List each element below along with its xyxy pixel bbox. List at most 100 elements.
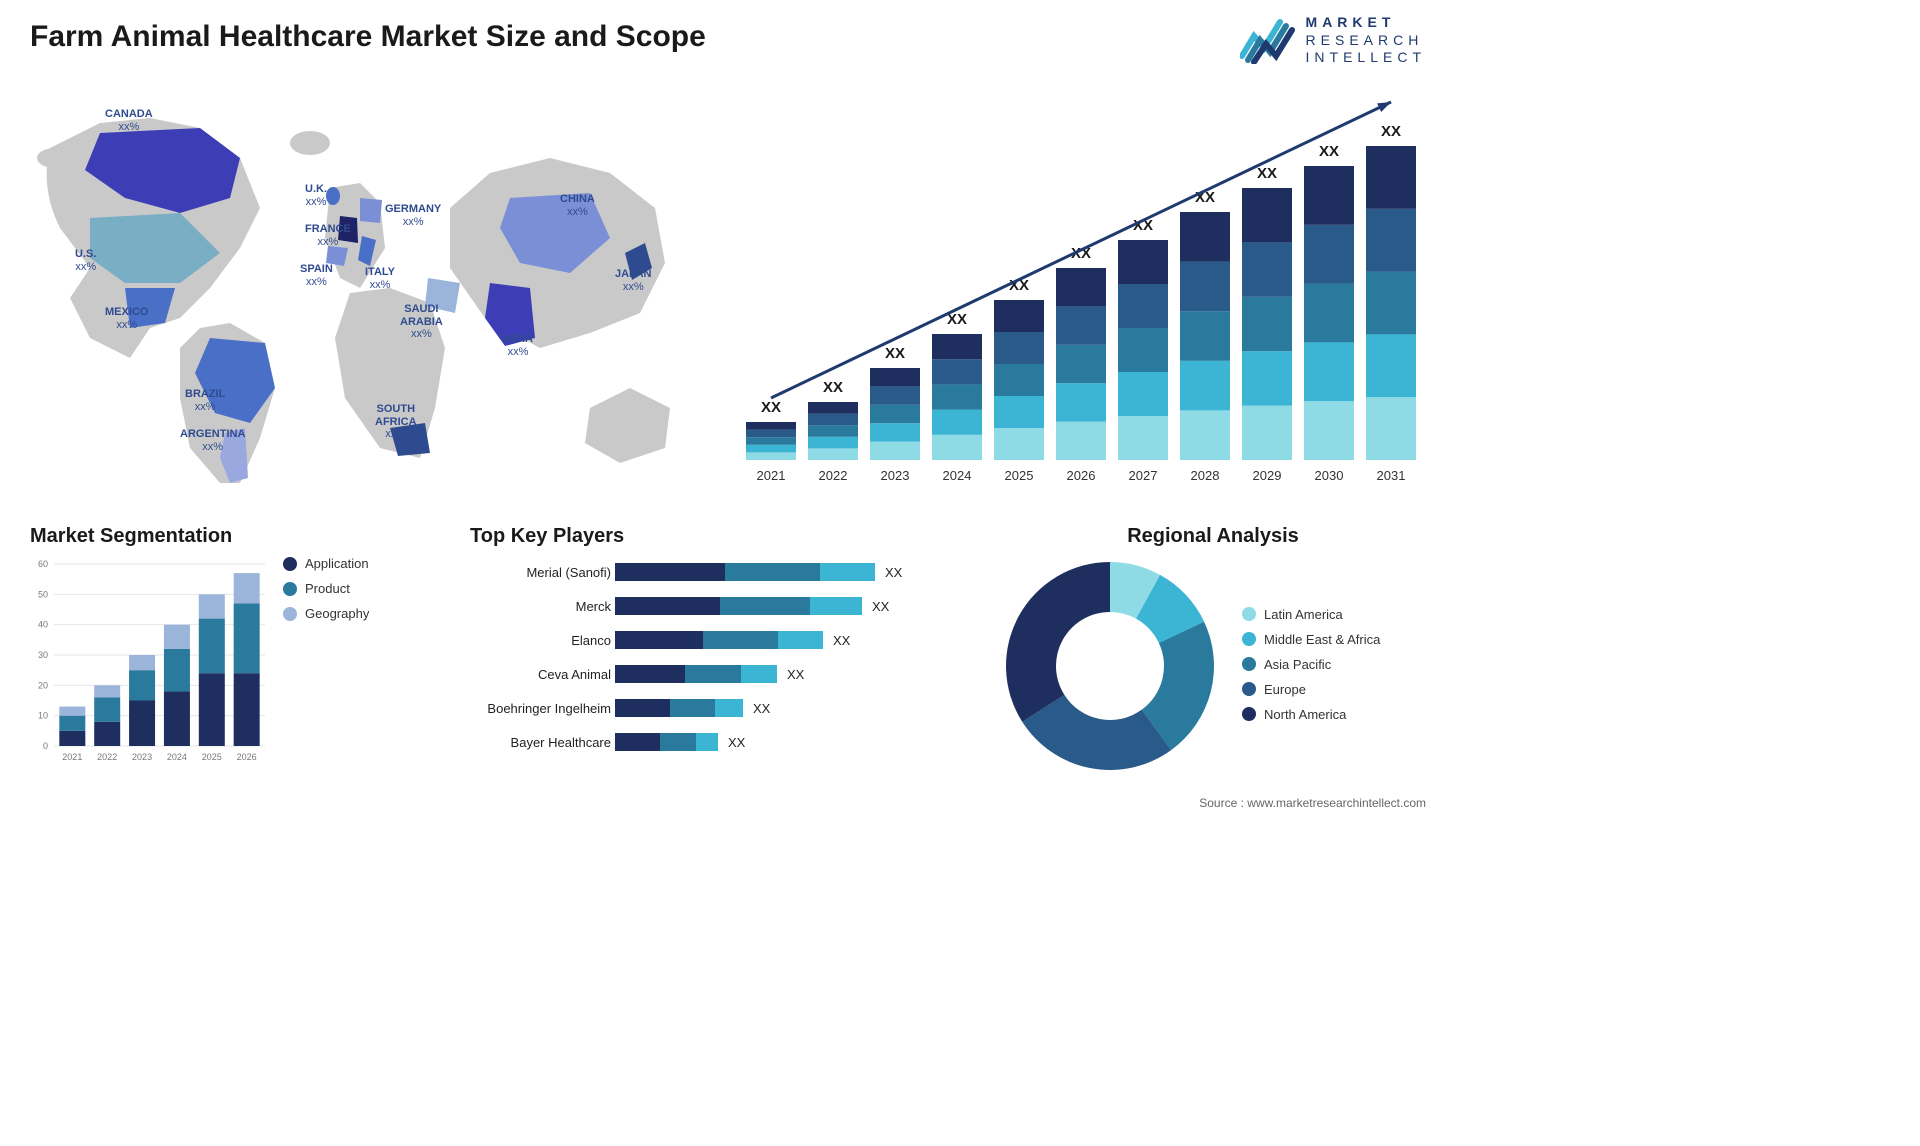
player-name: Elanco	[470, 633, 615, 648]
player-name: Merck	[470, 599, 615, 614]
map-label: INDIAxx%	[503, 333, 533, 358]
svg-text:XX: XX	[761, 399, 781, 416]
svg-text:30: 30	[38, 650, 48, 660]
brand-logo: MARKET RESEARCH INTELLECT	[1240, 14, 1426, 67]
player-bar: XX	[615, 733, 980, 751]
segmentation-panel: Market Segmentation 01020304050602021202…	[30, 525, 440, 785]
legend-item: Latin America	[1242, 607, 1380, 622]
legend-label: Latin America	[1264, 607, 1343, 622]
regional-panel: Regional Analysis Latin AmericaMiddle Ea…	[1000, 525, 1426, 785]
legend-item: Asia Pacific	[1242, 657, 1380, 672]
player-name: Merial (Sanofi)	[470, 565, 615, 580]
svg-text:0: 0	[43, 741, 48, 751]
svg-text:2026: 2026	[237, 752, 257, 762]
player-bar-segment	[720, 597, 810, 615]
player-row: Bayer Healthcare XX	[470, 728, 980, 756]
player-value: XX	[787, 667, 804, 682]
segmentation-legend: Application Product Geography	[283, 556, 369, 766]
svg-text:2030: 2030	[1315, 468, 1344, 483]
player-bar: XX	[615, 563, 980, 581]
player-bar: XX	[615, 631, 980, 649]
players-title: Top Key Players	[470, 525, 980, 548]
svg-text:2024: 2024	[167, 752, 187, 762]
player-bar-segment	[685, 665, 741, 683]
map-label: CANADAxx%	[105, 108, 153, 133]
legend-item: Geography	[283, 606, 369, 621]
player-name: Ceva Animal	[470, 667, 615, 682]
player-bar-segment	[660, 733, 696, 751]
map-label: GERMANYxx%	[385, 203, 441, 228]
player-bar-segment	[810, 597, 862, 615]
legend-swatch-icon	[1242, 657, 1256, 671]
svg-text:2025: 2025	[202, 752, 222, 762]
player-bar-segment	[696, 733, 718, 751]
svg-text:20: 20	[38, 680, 48, 690]
svg-text:40: 40	[38, 620, 48, 630]
svg-text:XX: XX	[885, 345, 905, 362]
legend-label: Product	[305, 581, 350, 596]
player-bar: XX	[615, 699, 980, 717]
legend-label: Middle East & Africa	[1264, 632, 1380, 647]
svg-text:2027: 2027	[1129, 468, 1158, 483]
player-row: Merck XX	[470, 592, 980, 620]
map-label: CHINAxx%	[560, 193, 595, 218]
legend-swatch-icon	[1242, 632, 1256, 646]
svg-text:2023: 2023	[132, 752, 152, 762]
svg-text:2021: 2021	[757, 468, 786, 483]
svg-text:10: 10	[38, 711, 48, 721]
legend-item: North America	[1242, 707, 1380, 722]
player-bar-segment	[615, 665, 685, 683]
player-value: XX	[753, 701, 770, 716]
regional-donut-svg	[1000, 554, 1220, 774]
player-bar-segment	[778, 631, 823, 649]
regional-legend: Latin America Middle East & Africa Asia Pa…	[1242, 607, 1380, 722]
player-bar: XX	[615, 665, 980, 683]
segmentation-chart: 0 10 20 30 40 50 60 2021 2022 2023 2024 2025 2026	[30, 556, 265, 766]
player-value: XX	[885, 565, 902, 580]
svg-text:2026: 2026	[1067, 468, 1096, 483]
source-label: Source : www.marketresearchintellect.com	[1199, 796, 1426, 810]
player-bar-segment	[670, 699, 715, 717]
svg-text:2031: 2031	[1377, 468, 1406, 483]
legend-label: North America	[1264, 707, 1346, 722]
svg-text:2029: 2029	[1253, 468, 1282, 483]
player-name: Bayer Healthcare	[470, 735, 615, 750]
players-panel: Top Key Players Merial (Sanofi) XX Merck XX…	[470, 525, 980, 785]
player-bar-segment	[615, 597, 720, 615]
legend-swatch-icon	[1242, 682, 1256, 696]
player-value: XX	[872, 599, 889, 614]
player-row: Boehringer IngelheimXX	[470, 694, 980, 722]
player-row: Merial (Sanofi) XX	[470, 558, 980, 586]
svg-text:2021: 2021	[62, 752, 82, 762]
map-label: ITALYxx%	[365, 266, 395, 291]
world-map-icon	[30, 88, 710, 498]
page-title: Farm Animal Healthcare Market Size and S…	[30, 20, 706, 54]
legend-item: Product	[283, 581, 369, 596]
player-bar: XX	[615, 597, 980, 615]
svg-text:60: 60	[38, 559, 48, 569]
legend-label: Europe	[1264, 682, 1306, 697]
svg-text:50: 50	[38, 589, 48, 599]
map-label: SPAINxx%	[300, 263, 333, 288]
player-row: Ceva Animal XX	[470, 660, 980, 688]
legend-label: Geography	[305, 606, 369, 621]
player-bar-segment	[741, 665, 777, 683]
svg-text:2025: 2025	[1005, 468, 1034, 483]
legend-item: Europe	[1242, 682, 1380, 697]
map-label: FRANCExx%	[305, 223, 351, 248]
legend-item: Application	[283, 556, 369, 571]
legend-swatch-icon	[1242, 707, 1256, 721]
legend-label: Asia Pacific	[1264, 657, 1331, 672]
player-value: XX	[728, 735, 745, 750]
player-bar-segment	[615, 563, 725, 581]
growth-chart: XX2021XX2022XX2023XX2024XX2025XX2026XX20…	[736, 90, 1426, 490]
svg-text:2028: 2028	[1191, 468, 1220, 483]
svg-text:2022: 2022	[97, 752, 117, 762]
svg-text:2022: 2022	[819, 468, 848, 483]
svg-text:XX: XX	[1319, 143, 1339, 160]
player-bar-segment	[715, 699, 743, 717]
svg-text:XX: XX	[1381, 123, 1401, 140]
player-bar-segment	[703, 631, 778, 649]
legend-swatch-icon	[283, 582, 297, 596]
player-bar-segment	[615, 699, 670, 717]
